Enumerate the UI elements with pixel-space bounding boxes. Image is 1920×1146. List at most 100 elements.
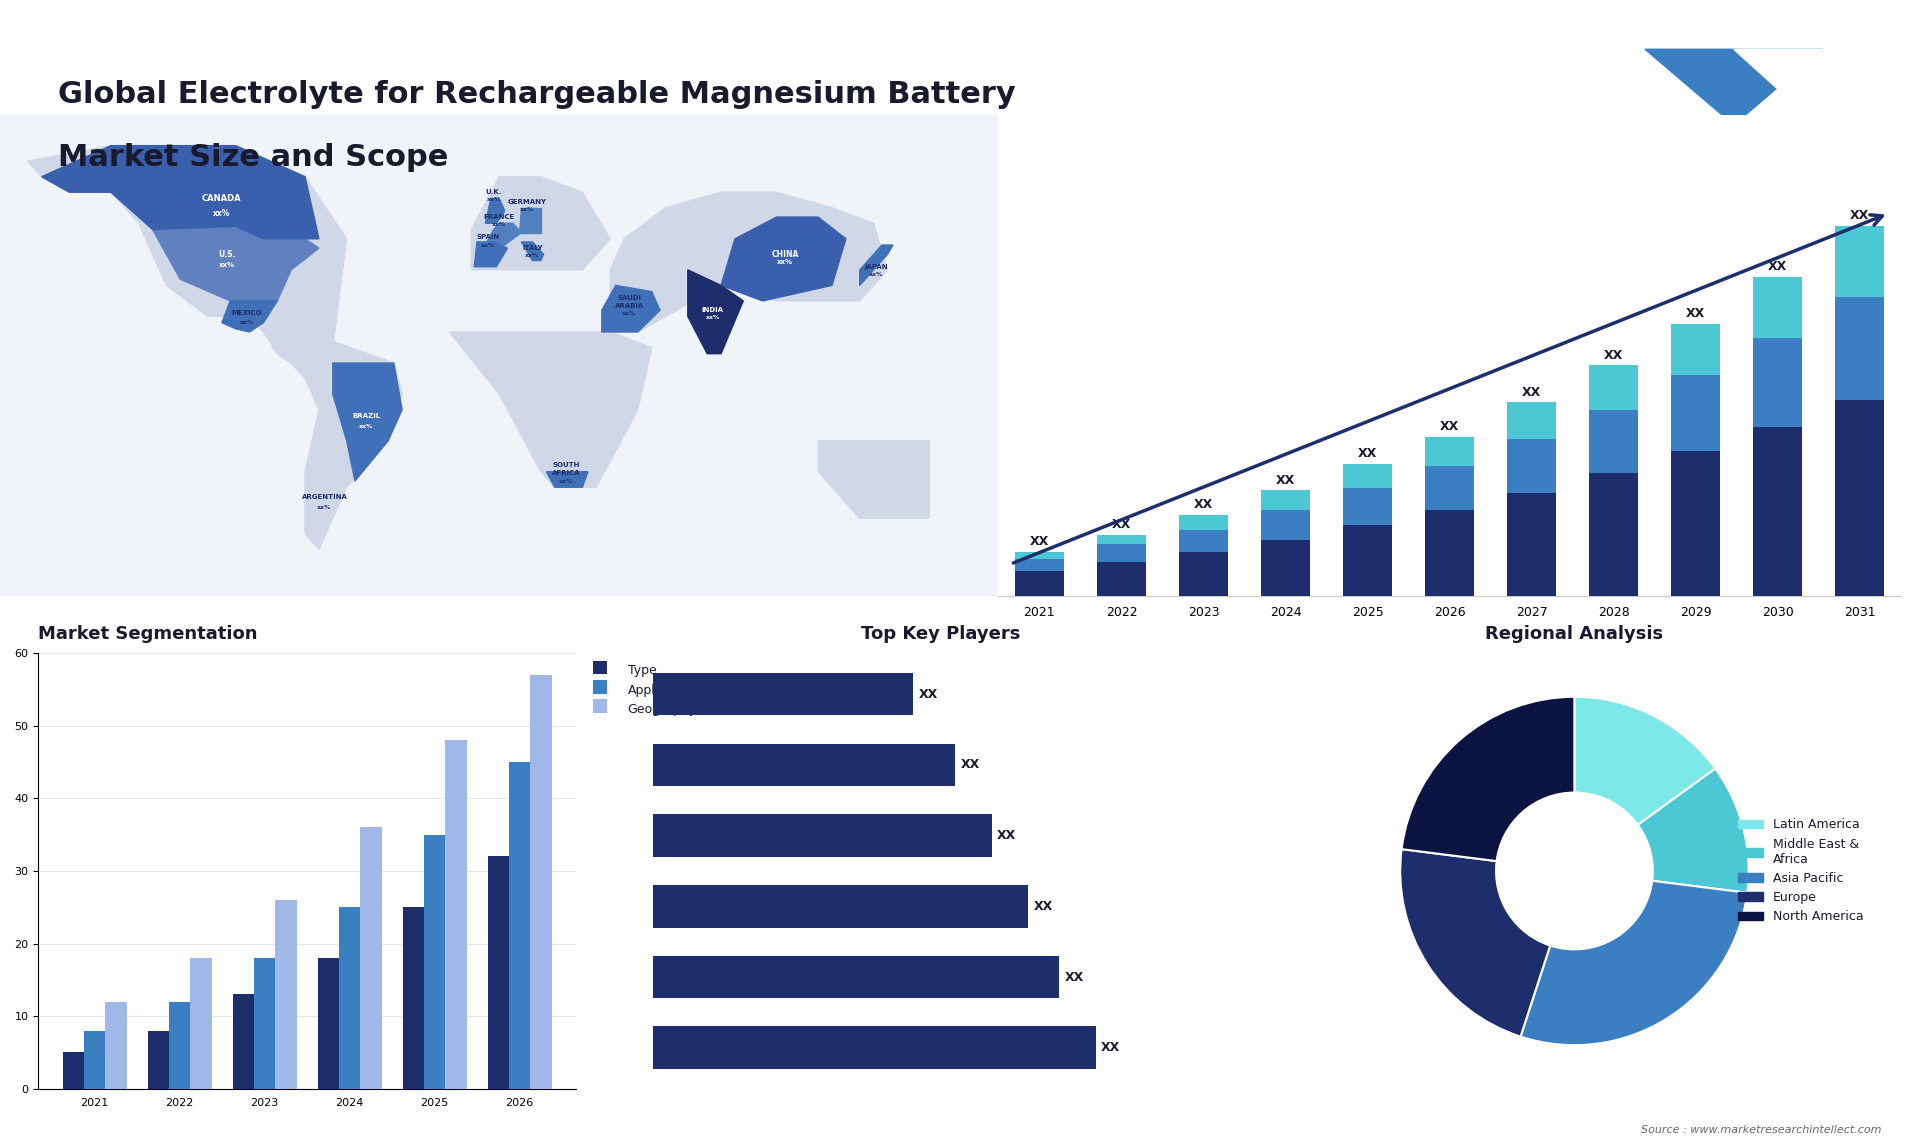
Text: xx%: xx% <box>486 197 501 203</box>
Bar <box>1670 324 1720 375</box>
Bar <box>63 1052 84 1089</box>
Text: INTELLECT: INTELLECT <box>1716 157 1778 167</box>
Bar <box>1342 463 1392 488</box>
Bar <box>1096 535 1146 544</box>
Bar <box>1836 297 1884 400</box>
Bar <box>361 827 382 1089</box>
Polygon shape <box>1645 49 1822 125</box>
Bar <box>488 856 509 1089</box>
Text: XX: XX <box>918 688 937 700</box>
Polygon shape <box>332 363 401 481</box>
Text: Market Segmentation: Market Segmentation <box>38 626 257 643</box>
Text: Global Electrolyte for Rechargeable Magnesium Battery: Global Electrolyte for Rechargeable Magn… <box>58 80 1016 109</box>
Polygon shape <box>42 146 319 238</box>
Bar <box>1753 277 1803 338</box>
Text: RESEARCH: RESEARCH <box>1716 142 1778 152</box>
Text: FRANCE: FRANCE <box>484 214 515 220</box>
Bar <box>530 675 551 1089</box>
Polygon shape <box>152 227 319 301</box>
Bar <box>1179 551 1229 596</box>
Bar <box>232 995 253 1089</box>
Wedge shape <box>1574 697 1715 825</box>
Wedge shape <box>1402 697 1574 861</box>
Bar <box>1096 562 1146 596</box>
Text: XX: XX <box>1112 518 1131 531</box>
Polygon shape <box>472 176 611 269</box>
Polygon shape <box>522 242 543 260</box>
Bar <box>106 1002 127 1089</box>
Bar <box>1179 529 1229 551</box>
Text: XX: XX <box>1603 348 1622 362</box>
Bar <box>1425 437 1475 466</box>
Polygon shape <box>223 301 276 332</box>
Text: XX: XX <box>1357 447 1377 460</box>
Text: XX: XX <box>1029 535 1048 548</box>
Text: xx%: xx% <box>359 424 372 430</box>
Legend: Type, Application, Geography: Type, Application, Geography <box>588 659 703 721</box>
Text: xx%: xx% <box>240 320 253 325</box>
Text: Market Size and Scope: Market Size and Scope <box>58 143 447 172</box>
Text: XX: XX <box>1851 209 1870 222</box>
Polygon shape <box>474 242 507 267</box>
Bar <box>1670 375 1720 452</box>
Bar <box>319 958 340 1089</box>
Text: ARGENTINA: ARGENTINA <box>301 494 348 500</box>
Text: xx%: xx% <box>520 206 534 212</box>
Text: xx%: xx% <box>317 505 332 510</box>
Polygon shape <box>27 146 348 363</box>
Polygon shape <box>486 223 522 245</box>
Bar <box>1096 544 1146 562</box>
Text: SOUTH: SOUTH <box>553 463 580 469</box>
Bar <box>1425 510 1475 596</box>
Wedge shape <box>1521 881 1747 1045</box>
Bar <box>1179 515 1229 529</box>
Polygon shape <box>601 285 660 332</box>
Bar <box>445 740 467 1089</box>
Title: Top Key Players: Top Key Players <box>860 626 1021 643</box>
Bar <box>1507 402 1557 439</box>
Text: XX: XX <box>996 829 1016 842</box>
Bar <box>653 815 991 857</box>
Text: xx%: xx% <box>492 222 507 227</box>
Bar <box>653 744 954 786</box>
Bar <box>84 1030 106 1089</box>
Bar <box>653 885 1027 927</box>
Text: XX: XX <box>1523 385 1542 399</box>
Bar <box>340 908 361 1089</box>
Text: xx%: xx% <box>778 259 793 265</box>
Text: CANADA: CANADA <box>202 194 242 203</box>
Polygon shape <box>860 245 893 285</box>
Text: CHINA: CHINA <box>772 250 799 259</box>
Bar <box>403 908 424 1089</box>
Polygon shape <box>486 198 505 223</box>
Bar <box>424 834 445 1089</box>
Text: SPAIN: SPAIN <box>476 234 499 241</box>
Polygon shape <box>687 269 743 354</box>
Text: XX: XX <box>1440 419 1459 433</box>
Bar <box>1590 473 1638 596</box>
Text: INDIA: INDIA <box>701 307 724 313</box>
Text: xx%: xx% <box>213 210 230 219</box>
Bar <box>275 900 296 1089</box>
Bar <box>1342 488 1392 525</box>
Polygon shape <box>818 441 929 518</box>
Polygon shape <box>1734 49 1822 91</box>
Text: XX: XX <box>1194 499 1213 511</box>
Text: ARABIA: ARABIA <box>614 303 645 308</box>
Text: XX: XX <box>1768 260 1788 274</box>
Text: XX: XX <box>1064 971 1085 983</box>
Bar <box>1753 338 1803 426</box>
Bar <box>1507 493 1557 596</box>
Bar <box>253 958 275 1089</box>
Text: xx%: xx% <box>705 315 720 321</box>
Bar <box>509 762 530 1089</box>
Text: XX: XX <box>1100 1042 1121 1054</box>
Bar <box>653 673 914 715</box>
Text: Source : www.marketresearchintellect.com: Source : www.marketresearchintellect.com <box>1642 1124 1882 1135</box>
Polygon shape <box>273 342 401 549</box>
Text: SAUDI: SAUDI <box>618 295 641 300</box>
Bar <box>1016 551 1064 559</box>
Text: ITALY: ITALY <box>522 245 543 251</box>
Text: BRAZIL: BRAZIL <box>351 413 380 418</box>
Text: xx%: xx% <box>870 272 883 277</box>
